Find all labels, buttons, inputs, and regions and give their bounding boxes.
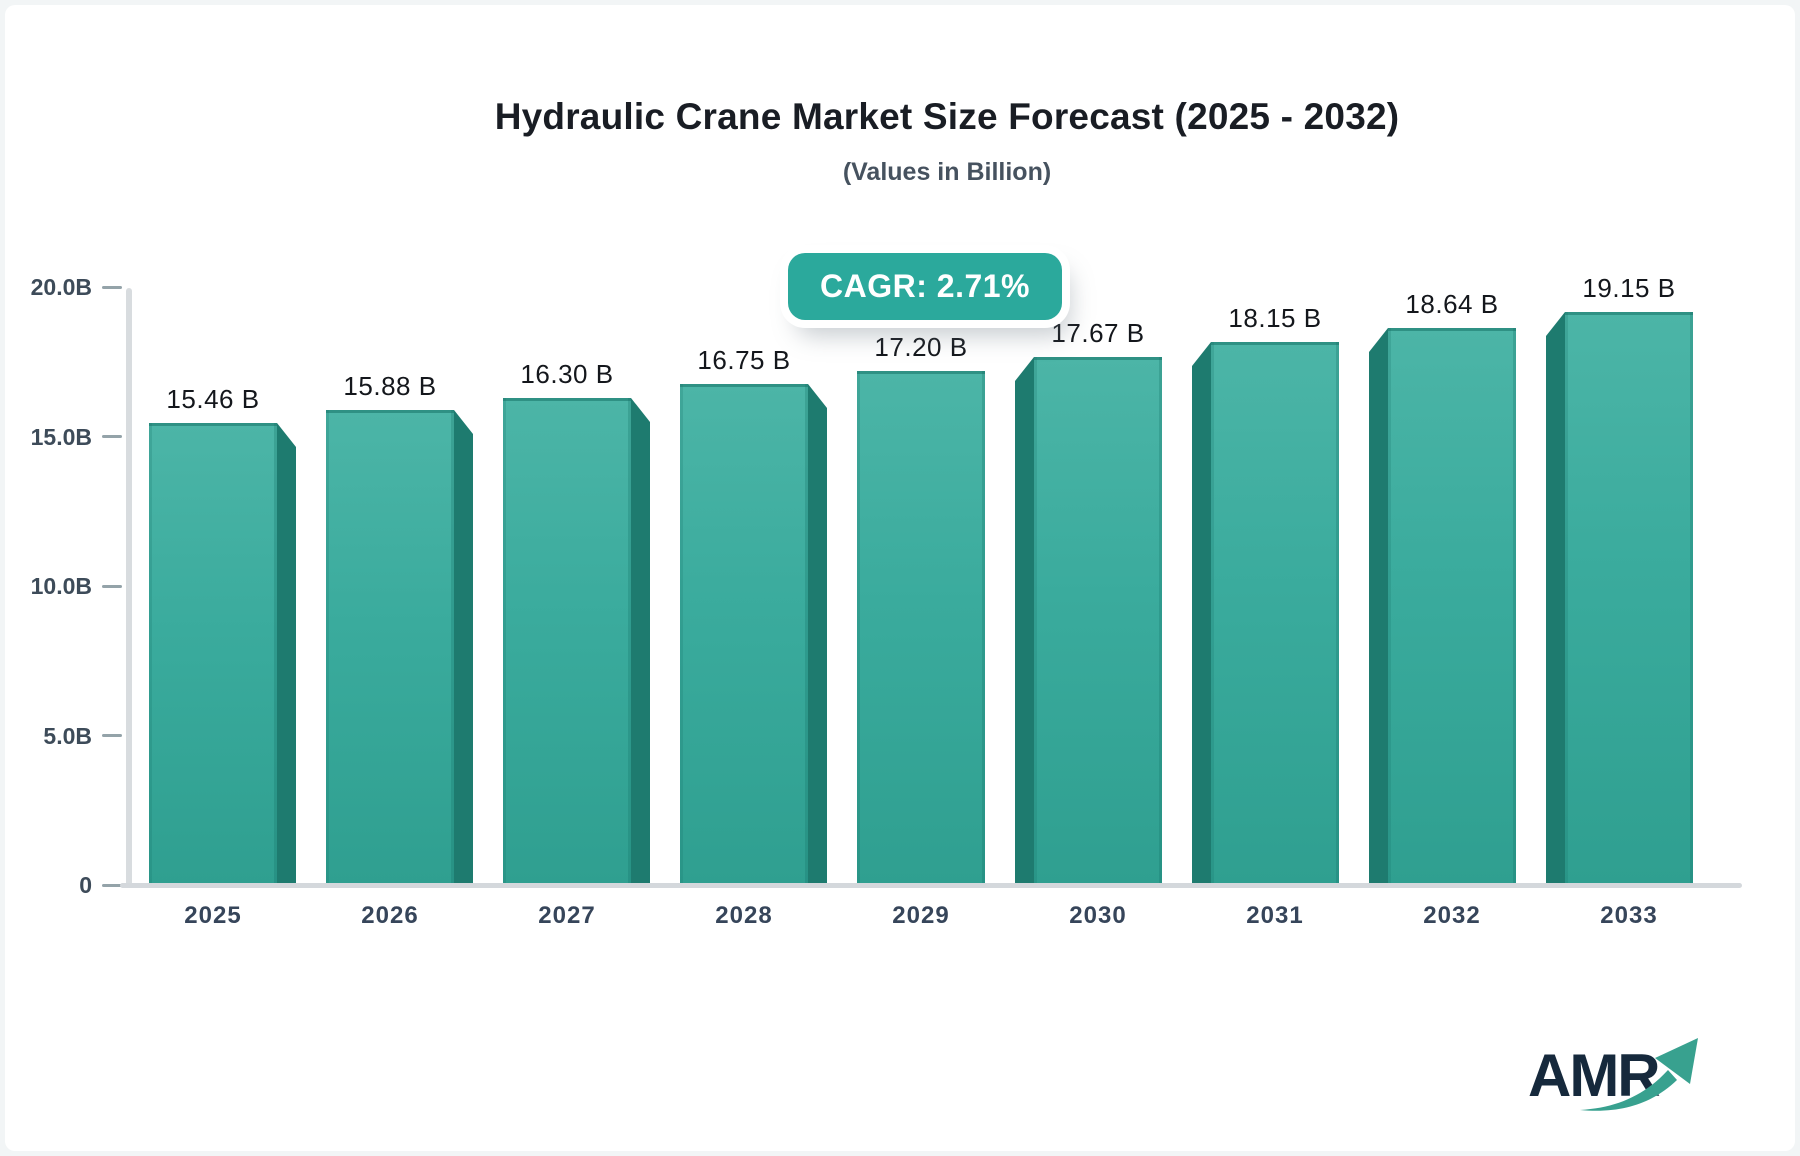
bar-face (680, 384, 808, 885)
x-axis-line (120, 883, 1742, 888)
bar-value-label: 19.15 B (1582, 273, 1676, 303)
bar-2030[interactable]: 17.67 B (1015, 318, 1162, 885)
growth-arrow-icon (1580, 1038, 1698, 1111)
bar-value-label: 15.88 B (343, 371, 437, 401)
y-axis-tick (102, 435, 122, 438)
y-axis-tick-label: 0 (79, 872, 92, 898)
chart-subtitle: (Values in Billion) (842, 158, 1052, 186)
bar-2031[interactable]: 18.15 B (1192, 303, 1339, 885)
cagr-badge: CAGR: 2.71% (788, 253, 1062, 320)
bar-side-facet (454, 410, 473, 885)
bar-face (149, 423, 277, 885)
bar-2027[interactable]: 16.30 B (503, 359, 650, 885)
bar-face (1034, 357, 1162, 885)
x-axis-label-2029: 2029 (892, 902, 950, 929)
bar-value-label: 17.20 B (874, 332, 968, 362)
bar-side-facet (1369, 328, 1388, 885)
bar-value-label: 18.64 B (1405, 289, 1499, 319)
x-axis-label-2031: 2031 (1246, 902, 1304, 929)
bar-face (857, 371, 985, 885)
bar-2029[interactable]: 17.20 B (857, 332, 985, 885)
bar-face (1565, 312, 1693, 885)
y-axis-tick (102, 734, 122, 737)
bar-2028[interactable]: 16.75 B (680, 345, 827, 885)
bar-value-label: 16.30 B (520, 359, 614, 389)
x-axis-label-2030: 2030 (1069, 902, 1127, 929)
y-axis-tick (102, 584, 122, 588)
bar-2033[interactable]: 19.15 B (1546, 273, 1693, 885)
y-axis-tick (102, 285, 122, 289)
bar-2026[interactable]: 15.88 B (326, 371, 473, 885)
y-axis-line (126, 288, 132, 888)
y-axis-tick-label: 15.0B (30, 423, 92, 450)
x-axis-label-2033: 2033 (1600, 902, 1658, 929)
bar-2025[interactable]: 15.46 B (149, 384, 296, 885)
bar-2032[interactable]: 18.64 B (1369, 289, 1516, 885)
x-axis-label-2028: 2028 (715, 902, 773, 929)
bar-value-label: 15.46 B (166, 384, 260, 414)
amr-logo: AMR (1528, 1038, 1698, 1111)
bar-side-facet (631, 398, 650, 885)
bar-side-facet (808, 384, 827, 885)
bar-value-label: 16.75 B (697, 345, 791, 375)
bar-side-facet (1546, 312, 1565, 885)
bar-face (1211, 342, 1339, 885)
bar-value-label: 18.15 B (1228, 303, 1322, 333)
chart-title: Hydraulic Crane Market Size Forecast (20… (494, 96, 1400, 137)
x-axis-label-2026: 2026 (361, 902, 419, 929)
x-axis-label-2025: 2025 (184, 902, 242, 929)
cagr-badge-label: CAGR: 2.71% (820, 268, 1030, 304)
bar-side-facet (1015, 357, 1034, 885)
bar-face (503, 398, 631, 885)
bar-face (326, 410, 454, 885)
y-axis-tick-label: 20.0B (30, 274, 92, 300)
bar-side-facet (277, 423, 296, 885)
x-axis-label-2027: 2027 (538, 902, 596, 929)
y-axis-tick-label: 10.0B (30, 573, 92, 599)
x-axis-label-2032: 2032 (1423, 902, 1481, 929)
bar-face (1388, 328, 1516, 885)
y-axis-tick (102, 883, 122, 887)
y-axis-tick-label: 5.0B (43, 722, 92, 749)
bar-value-label: 17.67 B (1051, 318, 1145, 348)
bar-side-facet (1192, 342, 1211, 885)
